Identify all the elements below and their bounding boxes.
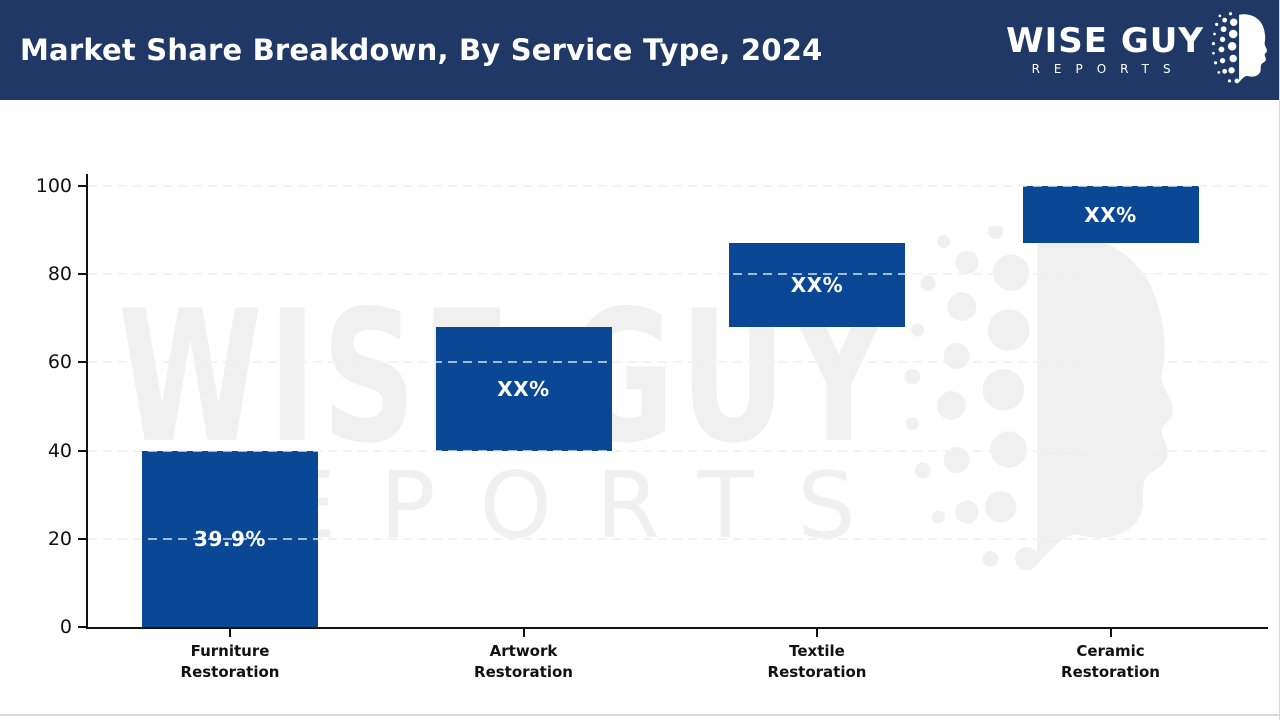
x-tick-mark <box>229 629 231 637</box>
y-tick-label: 0 <box>59 616 72 638</box>
logo-text: WISE GUY REPORTS <box>1006 24 1204 76</box>
gridline-overlay-40 <box>88 449 1268 452</box>
y-tick-label: 80 <box>47 263 72 286</box>
chart-area: WISE GUY REPORTS 39.9% XX% XX% XX% 0 20 40 60 80… <box>0 100 1279 720</box>
logo-head-icon <box>1211 12 1267 84</box>
bar-textile-restoration: XX% <box>729 243 905 328</box>
x-category-label-textile: Textile Restoration <box>767 642 867 681</box>
logo-wordmark: WISE GUY <box>1006 21 1204 61</box>
y-tick-label: 20 <box>47 527 72 550</box>
bar-ceramic-restoration: XX% <box>1022 186 1199 244</box>
gridline-overlay-20 <box>88 537 1268 540</box>
y-tick-label: 60 <box>47 351 72 374</box>
bar-value-label: XX% <box>1084 202 1137 227</box>
y-tick-mark <box>78 537 86 540</box>
y-tick-mark <box>78 626 86 628</box>
y-tick-label: 100 <box>35 175 72 197</box>
page-title: Market Share Breakdown, By Service Type,… <box>20 33 823 67</box>
y-tick-mark <box>78 361 86 364</box>
y-tick-mark <box>78 273 86 276</box>
y-tick-label: 40 <box>47 439 72 462</box>
y-tick-mark <box>78 185 86 187</box>
plot: 39.9% XX% XX% XX% 0 20 40 60 80 100 Furniture Rest… <box>0 100 1279 720</box>
y-axis-line <box>86 174 88 629</box>
bar-artwork-restoration: XX% <box>435 327 612 451</box>
x-category-label-ceramic: Ceramic Restoration <box>1061 642 1160 681</box>
gridline-overlay-80 <box>88 273 1268 276</box>
gridline-overlay-60 <box>88 361 1268 364</box>
logo-subtitle: REPORTS <box>1031 62 1185 76</box>
x-tick-mark <box>522 629 525 637</box>
header: Market Share Breakdown, By Service Type,… <box>0 0 1279 100</box>
bar-value-label: XX% <box>497 376 550 401</box>
bar-value-label: XX% <box>790 273 844 298</box>
y-tick-mark <box>78 449 86 452</box>
x-tick-mark <box>1109 629 1112 637</box>
x-category-label-artwork: Artwork Restoration <box>474 642 573 681</box>
x-axis-line <box>86 627 1268 629</box>
wise-guy-logo: WISE GUY REPORTS <box>1006 11 1279 89</box>
x-category-label-furniture: Furniture Restoration <box>180 642 280 681</box>
gridline-overlay-100 <box>88 185 1268 187</box>
bottom-border <box>0 714 1279 716</box>
x-tick-mark <box>816 629 818 637</box>
